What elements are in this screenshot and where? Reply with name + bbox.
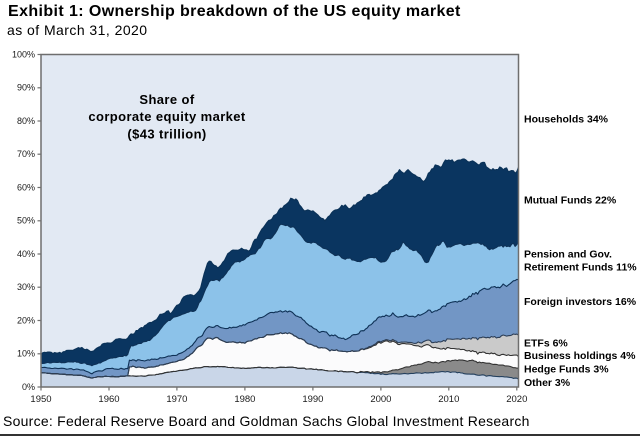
svg-text:1990: 1990 bbox=[302, 394, 323, 405]
svg-text:40%: 40% bbox=[17, 249, 35, 259]
svg-text:Households 34%: Households 34% bbox=[524, 114, 609, 126]
svg-text:Share of: Share of bbox=[139, 92, 194, 107]
svg-text:Retirement Funds 11%: Retirement Funds 11% bbox=[524, 262, 637, 274]
svg-text:corporate equity market: corporate equity market bbox=[88, 109, 246, 124]
svg-text:Other 3%: Other 3% bbox=[524, 377, 571, 389]
svg-text:Foreign investors 16%: Foreign investors 16% bbox=[524, 296, 637, 308]
svg-text:ETFs 6%: ETFs 6% bbox=[524, 338, 568, 350]
svg-text:80%: 80% bbox=[17, 116, 35, 126]
svg-text:($43 trillion): ($43 trillion) bbox=[127, 127, 206, 142]
svg-text:1980: 1980 bbox=[234, 394, 255, 405]
svg-text:Mutual Funds 22%: Mutual Funds 22% bbox=[524, 195, 617, 207]
svg-text:1950: 1950 bbox=[30, 394, 51, 405]
svg-text:1970: 1970 bbox=[166, 394, 187, 405]
svg-text:Hedge Funds 3%: Hedge Funds 3% bbox=[524, 364, 609, 376]
svg-text:90%: 90% bbox=[17, 83, 35, 93]
svg-text:0%: 0% bbox=[22, 382, 35, 392]
svg-text:50%: 50% bbox=[17, 216, 35, 226]
svg-text:70%: 70% bbox=[17, 149, 35, 159]
svg-text:Business holdings 4%: Business holdings 4% bbox=[524, 350, 636, 362]
svg-text:1960: 1960 bbox=[98, 394, 119, 405]
svg-text:100%: 100% bbox=[12, 49, 35, 59]
svg-text:20%: 20% bbox=[17, 315, 35, 325]
svg-text:60%: 60% bbox=[17, 182, 35, 192]
svg-text:Pension and Gov.: Pension and Gov. bbox=[524, 249, 612, 261]
svg-text:2010: 2010 bbox=[438, 394, 459, 405]
svg-text:30%: 30% bbox=[17, 282, 35, 292]
svg-text:2000: 2000 bbox=[370, 394, 391, 405]
svg-text:2020: 2020 bbox=[506, 394, 527, 405]
svg-text:10%: 10% bbox=[17, 349, 35, 359]
